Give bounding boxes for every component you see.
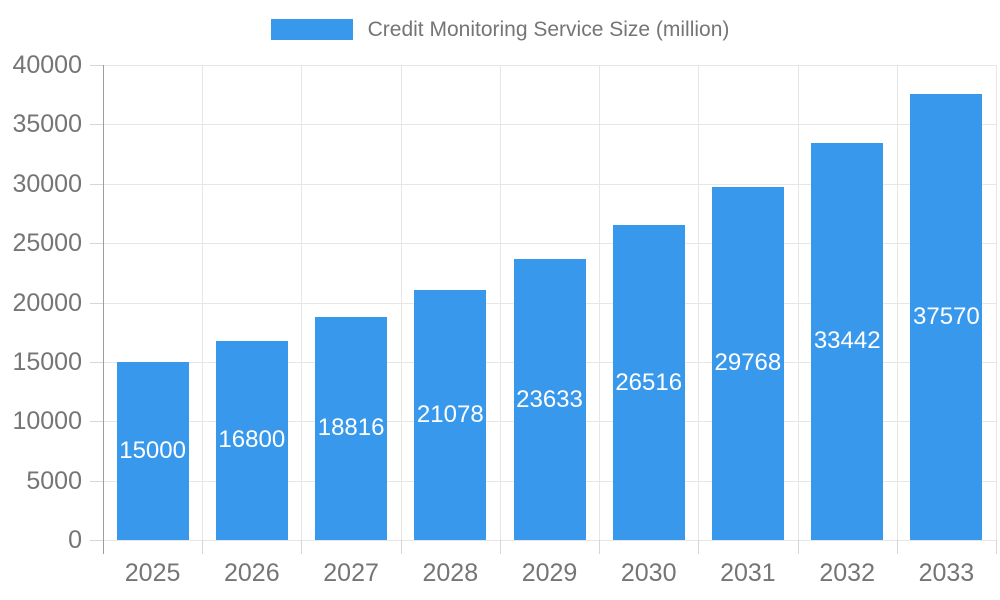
bar[interactable]: 26516 — [612, 225, 685, 540]
y-axis-tick — [90, 362, 103, 363]
v-gridline — [599, 65, 600, 540]
v-gridline — [897, 65, 898, 540]
bar[interactable]: 16800 — [215, 340, 288, 540]
x-axis-label: 2030 — [620, 559, 677, 587]
y-axis-tick — [90, 65, 103, 66]
y-axis-label: 15000 — [12, 348, 82, 376]
y-axis-label: 40000 — [12, 51, 82, 79]
y-axis-label: 0 — [68, 526, 82, 554]
x-axis-label: 2029 — [521, 559, 578, 587]
y-axis-label: 25000 — [12, 229, 82, 257]
bar[interactable]: 23633 — [513, 259, 586, 540]
bar-value-label: 33442 — [813, 327, 881, 355]
y-axis-label: 20000 — [12, 289, 82, 317]
y-axis-label: 10000 — [12, 407, 82, 435]
y-axis-label: 5000 — [26, 467, 82, 495]
bar-value-label: 37570 — [913, 302, 980, 330]
x-axis-tick — [996, 540, 997, 554]
bar-value-label: 29768 — [714, 349, 782, 377]
x-axis-tick — [500, 540, 501, 554]
bar-value-label: 15000 — [119, 436, 186, 464]
x-axis-label: 2032 — [819, 559, 875, 587]
bar[interactable]: 15000 — [116, 361, 189, 540]
x-axis-tick — [301, 540, 302, 554]
legend-label: Credit Monitoring Service Size (million) — [367, 18, 730, 41]
v-gridline — [401, 65, 402, 540]
bar[interactable]: 29768 — [711, 186, 784, 540]
bar-value-label: 26516 — [615, 368, 683, 396]
bar[interactable]: 37570 — [910, 93, 983, 540]
h-gridline — [103, 184, 996, 185]
bar[interactable]: 18816 — [315, 316, 388, 540]
x-axis-label: 2028 — [422, 559, 479, 587]
y-axis-tick — [90, 184, 103, 185]
x-axis-label: 2025 — [124, 559, 181, 587]
v-gridline — [996, 65, 997, 540]
y-axis-tick — [90, 540, 103, 541]
v-gridline — [500, 65, 501, 540]
v-gridline — [798, 65, 799, 540]
h-gridline — [103, 540, 996, 541]
x-axis-tick — [897, 540, 898, 554]
v-gridline — [698, 65, 699, 540]
x-axis-label: 2027 — [323, 559, 379, 587]
x-axis-label: 2033 — [918, 559, 975, 587]
v-gridline — [301, 65, 302, 540]
y-axis-line — [103, 65, 104, 554]
x-axis-tick — [798, 540, 799, 554]
v-gridline — [202, 65, 203, 540]
bar-value-label: 16800 — [218, 426, 286, 454]
bar-value-label: 18816 — [317, 414, 385, 442]
bar-value-label: 21078 — [416, 400, 484, 428]
y-axis-tick — [90, 303, 103, 304]
legend-swatch — [270, 19, 353, 40]
legend[interactable]: Credit Monitoring Service Size (million) — [0, 17, 1000, 42]
h-gridline — [103, 243, 996, 244]
bar[interactable]: 21078 — [414, 289, 487, 540]
x-axis-tick — [401, 540, 402, 554]
x-axis-tick — [599, 540, 600, 554]
y-axis-tick — [90, 421, 103, 422]
bar[interactable]: 33442 — [811, 142, 884, 540]
x-axis-tick — [698, 540, 699, 554]
x-axis-label: 2031 — [720, 559, 776, 587]
y-axis-label: 35000 — [12, 110, 82, 138]
y-axis-tick — [90, 481, 103, 482]
h-gridline — [103, 65, 996, 66]
h-gridline — [103, 124, 996, 125]
y-axis-label: 30000 — [12, 170, 82, 198]
y-axis-tick — [90, 124, 103, 125]
x-axis-label: 2026 — [223, 559, 280, 587]
bar-value-label: 23633 — [516, 385, 583, 413]
x-axis-tick — [202, 540, 203, 554]
y-axis-tick — [90, 243, 103, 244]
